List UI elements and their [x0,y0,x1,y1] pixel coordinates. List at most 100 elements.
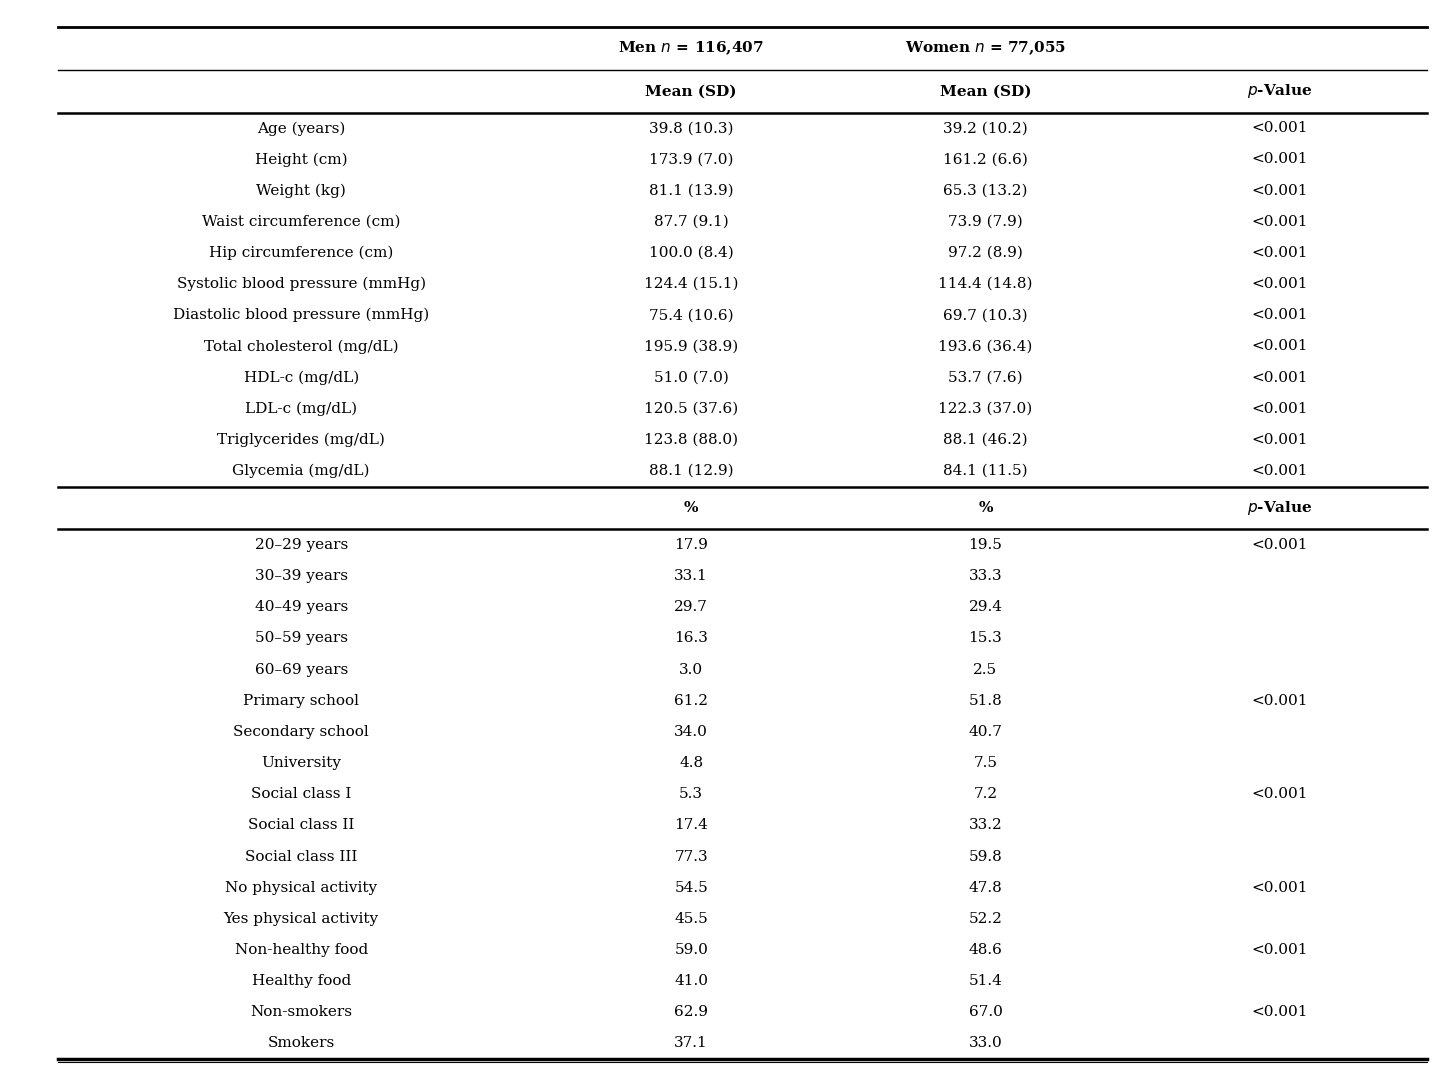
Text: <0.001: <0.001 [1252,538,1307,552]
Text: <0.001: <0.001 [1252,464,1307,478]
Text: 29.7: 29.7 [674,600,708,614]
Text: <0.001: <0.001 [1252,184,1307,198]
Text: Primary school: Primary school [243,694,360,708]
Text: 48.6: 48.6 [968,943,1002,957]
Text: <0.001: <0.001 [1252,121,1307,135]
Text: <0.001: <0.001 [1252,433,1307,447]
Text: 15.3: 15.3 [968,632,1002,645]
Text: Non-smokers: Non-smokers [250,1005,352,1019]
Text: 120.5 (37.6): 120.5 (37.6) [644,402,738,416]
Text: Triglycerides (mg/dL): Triglycerides (mg/dL) [217,433,384,447]
Text: Total cholesterol (mg/dL): Total cholesterol (mg/dL) [204,339,399,353]
Text: 33.2: 33.2 [968,818,1002,832]
Text: 53.7 (7.6): 53.7 (7.6) [948,371,1022,384]
Text: 50–59 years: 50–59 years [255,632,348,645]
Text: Secondary school: Secondary school [233,725,368,739]
Text: <0.001: <0.001 [1252,153,1307,166]
Text: 17.4: 17.4 [674,818,708,832]
Text: 45.5: 45.5 [674,912,708,926]
Text: 40–49 years: 40–49 years [255,600,348,614]
Text: <0.001: <0.001 [1252,943,1307,957]
Text: <0.001: <0.001 [1252,308,1307,322]
Text: 3.0: 3.0 [678,663,703,677]
Text: 2.5: 2.5 [974,663,997,677]
Text: 30–39 years: 30–39 years [255,569,348,583]
Text: 40.7: 40.7 [968,725,1002,739]
Text: 75.4 (10.6): 75.4 (10.6) [649,308,734,322]
Text: 39.2 (10.2): 39.2 (10.2) [943,121,1028,135]
Text: Women $\mathit{n}$ = 77,055: Women $\mathit{n}$ = 77,055 [904,40,1066,57]
Text: 51.0 (7.0): 51.0 (7.0) [654,371,728,384]
Text: 84.1 (11.5): 84.1 (11.5) [943,464,1028,478]
Text: 87.7 (9.1): 87.7 (9.1) [654,215,728,229]
Text: 173.9 (7.0): 173.9 (7.0) [649,153,734,166]
Text: 51.8: 51.8 [968,694,1002,708]
Text: 17.9: 17.9 [674,538,708,552]
Text: Men $\mathit{n}$ = 116,407: Men $\mathit{n}$ = 116,407 [619,40,764,57]
Text: 69.7 (10.3): 69.7 (10.3) [943,308,1028,322]
Text: 97.2 (8.9): 97.2 (8.9) [948,246,1024,260]
Text: University: University [261,756,341,770]
Text: Social class I: Social class I [250,787,351,801]
Text: 51.4: 51.4 [968,974,1002,988]
Text: 195.9 (38.9): 195.9 (38.9) [644,339,738,353]
Text: 59.0: 59.0 [674,943,708,957]
Text: <0.001: <0.001 [1252,277,1307,291]
Text: 20–29 years: 20–29 years [255,538,348,552]
Text: <0.001: <0.001 [1252,1005,1307,1019]
Text: 54.5: 54.5 [674,881,708,895]
Text: 67.0: 67.0 [968,1005,1002,1019]
Text: Social class III: Social class III [245,850,357,863]
Text: Height (cm): Height (cm) [255,153,348,166]
Text: No physical activity: No physical activity [226,881,377,895]
Text: %: % [978,500,993,516]
Text: Diastolic blood pressure (mmHg): Diastolic blood pressure (mmHg) [173,308,430,322]
Text: 33.1: 33.1 [674,569,708,583]
Text: <0.001: <0.001 [1252,787,1307,801]
Text: 81.1 (13.9): 81.1 (13.9) [649,184,734,198]
Text: <0.001: <0.001 [1252,371,1307,384]
Text: 7.5: 7.5 [974,756,997,770]
Text: 16.3: 16.3 [674,632,708,645]
Text: 73.9 (7.9): 73.9 (7.9) [948,215,1024,229]
Text: 61.2: 61.2 [674,694,708,708]
Text: <0.001: <0.001 [1252,694,1307,708]
Text: 5.3: 5.3 [680,787,703,801]
Text: Waist circumference (cm): Waist circumference (cm) [202,215,400,229]
Text: Healthy food: Healthy food [252,974,351,988]
Text: 100.0 (8.4): 100.0 (8.4) [649,246,734,260]
Text: Mean (SD): Mean (SD) [645,84,737,99]
Text: 7.2: 7.2 [974,787,997,801]
Text: Social class II: Social class II [248,818,354,832]
Text: Smokers: Smokers [268,1036,335,1050]
Text: 29.4: 29.4 [968,600,1003,614]
Text: 37.1: 37.1 [674,1036,708,1050]
Text: Hip circumference (cm): Hip circumference (cm) [210,246,393,260]
Text: 122.3 (37.0): 122.3 (37.0) [938,402,1032,416]
Text: 60–69 years: 60–69 years [255,663,348,677]
Text: <0.001: <0.001 [1252,881,1307,895]
Text: 47.8: 47.8 [968,881,1002,895]
Text: 4.8: 4.8 [678,756,703,770]
Text: $\mathit{p}$-Value: $\mathit{p}$-Value [1246,83,1312,100]
Text: Age (years): Age (years) [258,121,345,135]
Text: <0.001: <0.001 [1252,339,1307,353]
Text: Systolic blood pressure (mmHg): Systolic blood pressure (mmHg) [176,277,425,291]
Text: Non-healthy food: Non-healthy food [234,943,368,957]
Text: 161.2 (6.6): 161.2 (6.6) [943,153,1028,166]
Text: 114.4 (14.8): 114.4 (14.8) [938,277,1032,291]
Text: Mean (SD): Mean (SD) [939,84,1031,99]
Text: 59.8: 59.8 [968,850,1002,863]
Text: 77.3: 77.3 [674,850,708,863]
Text: 124.4 (15.1): 124.4 (15.1) [644,277,738,291]
Text: LDL-c (mg/dL): LDL-c (mg/dL) [245,402,357,416]
Text: <0.001: <0.001 [1252,402,1307,416]
Text: 62.9: 62.9 [674,1005,708,1019]
Text: 34.0: 34.0 [674,725,708,739]
Text: 39.8 (10.3): 39.8 (10.3) [649,121,734,135]
Text: 33.0: 33.0 [968,1036,1002,1050]
Text: Weight (kg): Weight (kg) [256,184,347,198]
Text: 33.3: 33.3 [968,569,1002,583]
Text: 123.8 (88.0): 123.8 (88.0) [644,433,738,447]
Text: Glycemia (mg/dL): Glycemia (mg/dL) [233,464,370,478]
